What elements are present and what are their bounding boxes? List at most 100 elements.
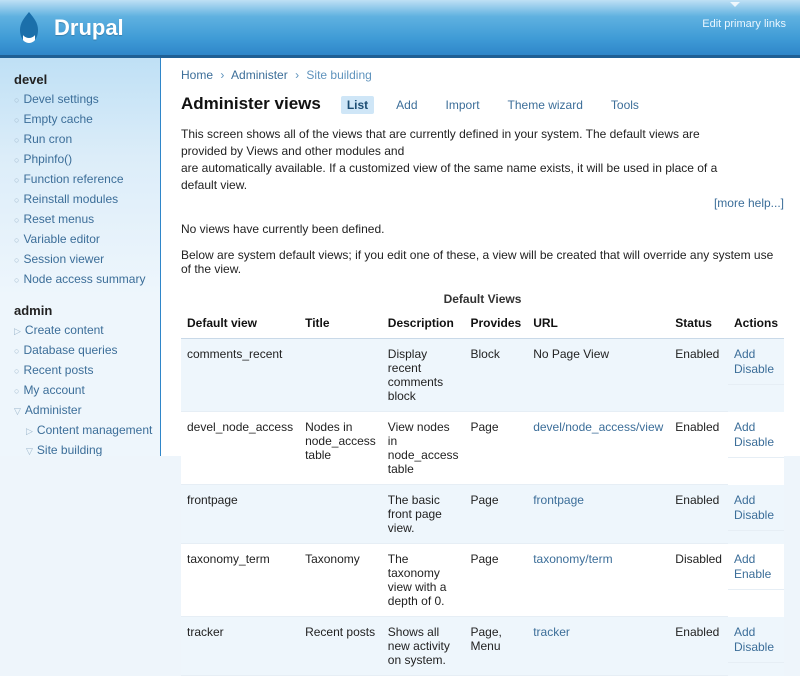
action-add[interactable]: Add [734, 493, 778, 507]
edit-primary-links-link[interactable]: Edit primary links [702, 18, 786, 30]
col-header-actions: Actions [728, 312, 784, 339]
sidebar-item-recent-posts[interactable]: ○ Recent posts [14, 362, 160, 380]
sidebar-item-content-management[interactable]: ▷ Content management [14, 422, 160, 440]
action-disable[interactable]: Disable [734, 508, 778, 522]
tab-import[interactable]: Import [440, 96, 486, 114]
primary-links-caret-icon [730, 2, 740, 7]
sidebar-item-my-account[interactable]: ○ My account [14, 382, 160, 400]
tab-tools[interactable]: Tools [605, 96, 645, 114]
sidebar-item-administer[interactable]: ▽ Administer [14, 402, 160, 420]
bullet-icon: ○ [14, 192, 19, 209]
cell-default-view: devel_node_access [181, 412, 299, 485]
table-row-tracker: tracker Recent posts Shows all new activ… [181, 617, 784, 676]
bullet-icon: ○ [14, 272, 19, 289]
col-header-provides: Provides [465, 312, 528, 339]
cell-default-view: tracker [181, 617, 299, 676]
table-row-frontpage: frontpage The basic front page view. Pag… [181, 485, 784, 544]
url-link[interactable]: taxonomy/term [533, 552, 612, 566]
col-header-default-view: Default view [181, 312, 299, 339]
cell-default-view: comments_recent [181, 339, 299, 412]
url-link[interactable]: tracker [533, 625, 570, 639]
sidebar-item-devel-settings[interactable]: ○ Devel settings [14, 91, 160, 109]
caret-icon: ▷ [14, 323, 21, 340]
sidebar-item-variable-editor[interactable]: ○ Variable editor [14, 231, 160, 249]
cell-url: tracker [527, 617, 669, 676]
bullet-icon: ○ [14, 152, 19, 169]
sidebar-item-site-building[interactable]: ▽ Site building [14, 442, 160, 456]
bullet-icon: ○ [14, 212, 19, 229]
cell-url: No Page View [527, 339, 669, 412]
sidebar-item-session-viewer[interactable]: ○ Session viewer [14, 251, 160, 269]
cell-url: taxonomy/term [527, 544, 669, 617]
sidebar-item-run-cron[interactable]: ○ Run cron [14, 131, 160, 149]
tab-add[interactable]: Add [390, 96, 423, 114]
main-content-area: Home › Administer › Site building Admini… [160, 58, 800, 456]
left-sidebar: devel ○ Devel settings ○ Empty cache ○ R… [0, 58, 160, 456]
tab-list[interactable]: List [341, 96, 374, 114]
drupal-logo-icon [14, 11, 44, 45]
url-link[interactable]: frontpage [533, 493, 584, 507]
action-add[interactable]: Add [734, 552, 778, 566]
bullet-icon: ○ [14, 232, 19, 249]
breadcrumb-home[interactable]: Home [181, 68, 213, 82]
cell-provides: Block [465, 339, 528, 412]
sidebar-item-node-access-summary[interactable]: ○ Node access summary [14, 271, 160, 289]
sidebar-item-reset-menus[interactable]: ○ Reset menus [14, 211, 160, 229]
more-help-link[interactable]: [more help...] [714, 196, 784, 210]
col-header-status: Status [669, 312, 728, 339]
sidebar-block-title-devel: devel [14, 72, 160, 87]
action-add[interactable]: Add [734, 347, 778, 361]
action-add[interactable]: Add [734, 625, 778, 639]
sidebar-item-phpinfo[interactable]: ○ Phpinfo() [14, 151, 160, 169]
breadcrumb-administer[interactable]: Administer [231, 68, 288, 82]
url-link[interactable]: devel/node_access/view [533, 420, 663, 434]
bullet-icon: ○ [14, 252, 19, 269]
table-row-comments-recent: comments_recent Display recent comments … [181, 339, 784, 412]
no-views-text: No views have currently been defined. [181, 222, 784, 236]
cell-title: Taxonomy [299, 544, 382, 617]
cell-description: Display recent comments block [382, 339, 465, 412]
sidebar-item-create-content[interactable]: ▷ Create content [14, 322, 160, 340]
body-wrap: devel ○ Devel settings ○ Empty cache ○ R… [0, 58, 800, 456]
caret-down-icon: ▽ [14, 403, 21, 420]
cell-description: View nodes in node_access table [382, 412, 465, 485]
sidebar-block-devel: devel ○ Devel settings ○ Empty cache ○ R… [14, 72, 160, 289]
bullet-icon: ○ [14, 343, 19, 360]
cell-actions: Add Enable [728, 544, 784, 590]
action-disable[interactable]: Disable [734, 435, 778, 449]
cell-actions: Add Disable [728, 339, 784, 385]
sidebar-item-database-queries[interactable]: ○ Database queries [14, 342, 160, 360]
bullet-icon: ○ [14, 383, 19, 400]
sidebar-item-function-reference[interactable]: ○ Function reference [14, 171, 160, 189]
action-add[interactable]: Add [734, 420, 778, 434]
tab-theme-wizard[interactable]: Theme wizard [502, 96, 589, 114]
cell-default-view: taxonomy_term [181, 544, 299, 617]
cell-provides: Page, Menu [465, 617, 528, 676]
page-tabs: List Add Import Theme wizard Tools [341, 96, 645, 114]
cell-title [299, 485, 382, 544]
sidebar-item-reinstall-modules[interactable]: ○ Reinstall modules [14, 191, 160, 209]
page-title-row: Administer views List Add Import Theme w… [181, 92, 784, 114]
sidebar-block-admin: admin ▷ Create content ○ Database querie… [14, 303, 160, 456]
cell-description: Shows all new activity on system. [382, 617, 465, 676]
bullet-icon: ○ [14, 112, 19, 129]
action-enable[interactable]: Enable [734, 567, 778, 581]
cell-provides: Page [465, 412, 528, 485]
breadcrumb-site-building: Site building [306, 68, 371, 82]
cell-actions: Add Disable [728, 617, 784, 663]
cell-provides: Page [465, 485, 528, 544]
action-disable[interactable]: Disable [734, 640, 778, 654]
cell-title [299, 339, 382, 412]
sidebar-item-empty-cache[interactable]: ○ Empty cache [14, 111, 160, 129]
breadcrumb: Home › Administer › Site building [181, 68, 784, 82]
intro-text: This screen shows all of the views that … [181, 126, 741, 194]
cell-title: Recent posts [299, 617, 382, 676]
more-help-wrap: [more help...] [181, 196, 784, 210]
cell-description: The basic front page view. [382, 485, 465, 544]
caret-down-icon: ▽ [26, 443, 33, 456]
action-disable[interactable]: Disable [734, 362, 778, 376]
brand-title: Drupal [54, 15, 124, 41]
bullet-icon: ○ [14, 132, 19, 149]
cell-status: Enabled [669, 339, 728, 412]
table-row-devel-node-access: devel_node_access Nodes in node_access t… [181, 412, 784, 485]
